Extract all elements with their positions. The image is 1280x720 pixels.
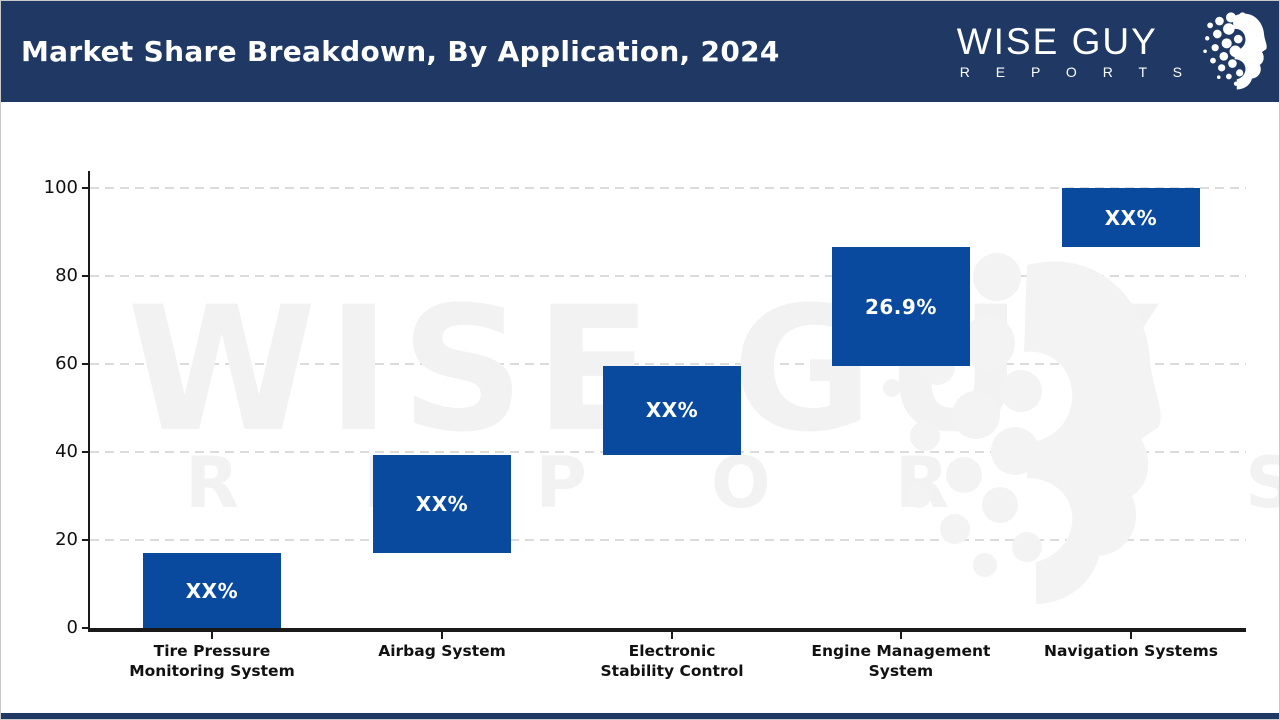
x-axis-line (88, 628, 1246, 632)
y-gridline (90, 187, 1246, 189)
x-axis-category-label: Electronic Stability Control (600, 642, 744, 681)
bar-segment[interactable]: 26.9% (831, 247, 970, 366)
logo-text: WISE GUY R E P O R T S (957, 23, 1193, 80)
bar-value-label: XX% (185, 578, 239, 603)
wise-guy-logo: WISE GUY R E P O R T S (957, 1, 1267, 102)
bar-value-label: 26.9% (864, 294, 937, 319)
y-axis-line (88, 171, 90, 632)
x-axis-category-label: Navigation Systems (1043, 642, 1218, 660)
header-band: Market Share Breakdown, By Application, … (1, 1, 1279, 102)
x-axis-tick (671, 632, 674, 639)
y-axis-tick (82, 187, 90, 189)
x-axis-category-label: Tire Pressure Monitoring System (129, 642, 295, 681)
x-axis-tick (210, 632, 213, 639)
y-axis-tick-label: 100 (43, 177, 78, 198)
y-axis-tick (82, 627, 90, 629)
y-gridline (90, 275, 1246, 277)
bar-segment[interactable]: XX% (373, 455, 511, 554)
footer-band (1, 713, 1279, 719)
y-axis-tick (82, 539, 90, 541)
x-axis-tick (899, 632, 902, 639)
bar-value-label: XX% (415, 492, 469, 517)
y-gridline (90, 363, 1246, 365)
y-axis-tick-label: 60 (55, 353, 78, 374)
bar-value-label: XX% (1104, 205, 1158, 230)
x-axis-category-label: Engine Management System (811, 642, 991, 681)
y-axis-tick-label: 80 (55, 265, 78, 286)
y-axis-tick-label: 40 (55, 441, 78, 462)
x-axis-tick (1129, 632, 1132, 639)
logo-subtitle: R E P O R T S (959, 64, 1193, 80)
y-axis-tick-label: 0 (66, 617, 78, 638)
bar-segment[interactable]: XX% (1061, 188, 1200, 248)
bar-value-label: XX% (645, 398, 699, 423)
y-axis-tick (82, 451, 90, 453)
y-axis-tick (82, 275, 90, 277)
bar-segment[interactable]: XX% (603, 365, 742, 456)
y-axis-tick (82, 363, 90, 365)
page-title: Market Share Breakdown, By Application, … (21, 35, 780, 68)
watermark-head-icon (883, 253, 1161, 604)
y-axis-tick-label: 20 (55, 529, 78, 550)
x-axis-tick (441, 632, 443, 639)
x-axis-category-label: Airbag System (378, 642, 506, 660)
logo-wordmark: WISE GUY (956, 21, 1158, 62)
y-gridline (90, 539, 1246, 541)
bar-segment[interactable]: XX% (142, 553, 281, 628)
logo-head-icon (1203, 11, 1267, 89)
